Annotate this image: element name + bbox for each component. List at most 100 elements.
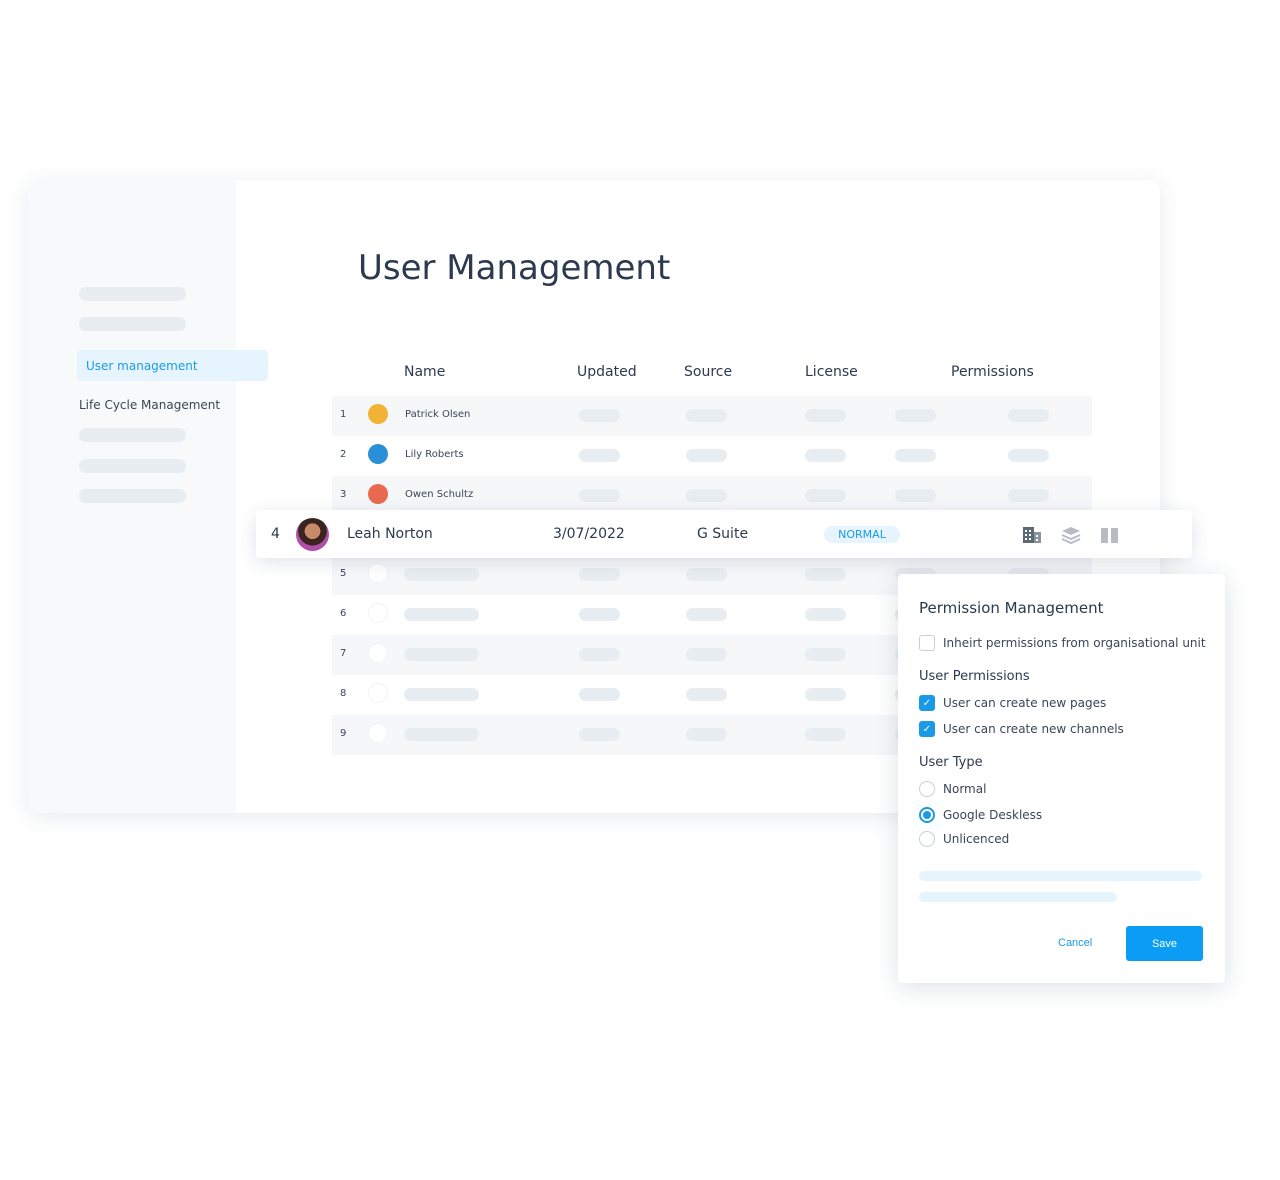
skeleton [579,648,620,661]
source: G Suite [697,526,749,542]
checkbox[interactable] [919,635,935,651]
skeleton [579,449,620,462]
updated-date: 3/07/2022 [553,526,625,542]
sidebar: Life Cycle Management [28,180,236,813]
row-number: 8 [340,688,347,699]
column-header-permissions[interactable]: Permissions [951,364,1034,380]
skeleton [79,489,186,503]
skeleton [805,608,846,621]
skeleton [895,409,936,422]
panel-title: Permission Management [919,599,1104,617]
main-window: Life Cycle Management User management Us… [28,180,1160,813]
save-button[interactable]: Save [1126,926,1203,961]
user-name: Owen Schultz [405,489,474,500]
row-number: 5 [340,568,347,579]
avatar-placeholder [368,643,388,663]
skeleton [686,568,727,581]
skeleton [686,728,727,741]
skeleton [1008,449,1049,462]
radio-normal[interactable]: Normal [919,781,986,797]
skeleton [805,449,846,462]
skeleton [895,489,936,502]
row-number: 1 [340,409,347,420]
table-row[interactable]: 1 Patrick Olsen [332,396,1092,436]
book-icon[interactable] [1100,526,1120,544]
skeleton [1008,409,1049,422]
radio[interactable] [919,781,935,797]
skeleton [79,317,186,331]
radio-label: Google Deskless [943,808,1043,822]
table-row[interactable]: 3 Owen Schultz [332,476,1092,516]
skeleton [404,688,479,701]
radio-label: Normal [943,782,987,796]
user-name: Leah Norton [347,526,433,542]
skeleton [919,871,1202,881]
skeleton [686,648,727,661]
avatar-placeholder [368,683,388,703]
check-icon[interactable]: ✓ [919,721,935,737]
skeleton [404,568,479,581]
skeleton [805,409,846,422]
skeleton [404,728,479,741]
skeleton [686,449,727,462]
license-badge: NORMAL [824,526,900,543]
skeleton [404,648,479,661]
permission-management-panel: Permission Management Inheirt permission… [898,574,1225,983]
table-row-selected[interactable]: 4 Leah Norton 3/07/2022 G Suite NORMAL [256,510,1192,558]
avatar [368,484,388,504]
radio[interactable] [919,807,935,823]
skeleton [686,409,727,422]
skeleton [805,688,846,701]
skeleton [686,688,727,701]
avatar-placeholder [368,563,388,583]
skeleton [686,489,727,502]
building-icon[interactable] [1022,526,1042,544]
skeleton [895,449,936,462]
layers-icon[interactable] [1061,526,1081,544]
avatar-placeholder [368,603,388,623]
row-number: 9 [340,728,347,739]
skeleton [805,489,846,502]
user-name: Patrick Olsen [405,409,471,420]
column-header-name[interactable]: Name [404,364,446,380]
skeleton [579,489,620,502]
row-number: 6 [340,608,347,619]
skeleton [579,688,620,701]
radio-google-deskless[interactable]: Google Deskless [919,807,1042,823]
radio-label: Unlicenced [943,832,1010,846]
skeleton [686,608,727,621]
inherit-checkbox[interactable]: Inheirt permissions from organisational … [919,635,1206,651]
user-permissions-heading: User Permissions [919,669,1030,684]
skeleton [919,892,1117,902]
skeleton [805,568,846,581]
skeleton [805,648,846,661]
sidebar-item-lifecycle[interactable]: Life Cycle Management [79,398,221,412]
skeleton [404,608,479,621]
skeleton [1008,489,1049,502]
skeleton [579,608,620,621]
create-channels-checkbox[interactable]: ✓ User can create new channels [919,721,1124,737]
column-header-license[interactable]: License [805,364,858,380]
checkbox-label: Inheirt permissions from organisational … [943,636,1206,650]
sidebar-item-user-management[interactable]: User management [77,350,268,381]
column-header-source[interactable]: Source [684,364,733,380]
column-header-updated[interactable]: Updated [577,364,637,380]
cancel-button[interactable]: Cancel [1058,937,1093,949]
page-title: User Management [358,248,671,288]
skeleton [805,728,846,741]
skeleton [79,428,186,442]
checkbox-label: User can create new channels [943,722,1124,736]
avatar [368,444,388,464]
check-icon[interactable]: ✓ [919,695,935,711]
radio[interactable] [919,831,935,847]
skeleton [79,459,186,473]
avatar [368,404,388,424]
checkbox-label: User can create new pages [943,696,1107,710]
user-type-heading: User Type [919,755,983,770]
skeleton [579,568,620,581]
row-number: 2 [340,449,347,460]
table-row[interactable]: 2 Lily Roberts [332,436,1092,476]
user-name: Lily Roberts [405,449,464,460]
create-pages-checkbox[interactable]: ✓ User can create new pages [919,695,1106,711]
radio-unlicenced[interactable]: Unlicenced [919,831,1009,847]
